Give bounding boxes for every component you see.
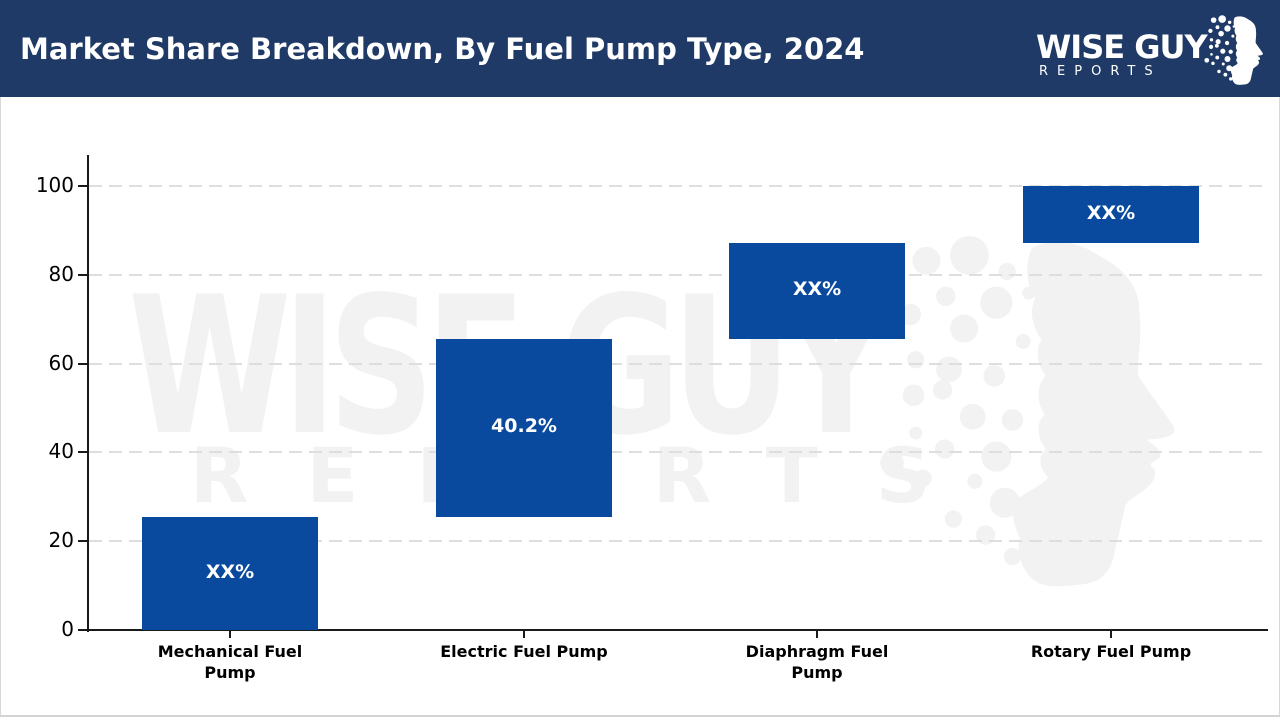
bar-value-label: XX% [205, 560, 255, 583]
bottom-divider [0, 715, 1280, 717]
page-border-left [0, 97, 1, 717]
bar-value-label: 40.2% [491, 414, 557, 437]
bar-segment [729, 243, 905, 339]
bar-value-label: XX% [1086, 201, 1136, 224]
y-axis-tick-label: 20 [48, 528, 74, 553]
logo-wordmark: WISE GUY [1036, 28, 1208, 66]
y-axis-tick [78, 185, 87, 187]
bar-segment [436, 338, 612, 518]
category-label: Electric Fuel Pump [440, 642, 608, 661]
gridline [89, 185, 1268, 187]
y-axis-tick-label: 80 [48, 261, 74, 286]
x-axis-tick [523, 631, 525, 638]
y-axis-tick [78, 629, 87, 631]
logo-subtitle: REPORTS [1039, 64, 1162, 79]
y-axis-tick [78, 273, 87, 276]
bar-segment [1023, 186, 1199, 244]
y-axis-tick [78, 540, 87, 543]
y-axis-tick [78, 362, 87, 365]
y-axis-tick-label: 60 [48, 350, 74, 375]
category-label: Diaphragm Fuel Pump [745, 642, 889, 682]
gridline [89, 451, 1268, 454]
category-label: Mechanical Fuel Pump [157, 642, 303, 682]
bar-value-label: XX% [792, 278, 842, 300]
gridline [89, 540, 1268, 543]
x-axis-line [85, 629, 1268, 631]
gridline [89, 273, 1268, 276]
x-axis-tick [229, 631, 231, 638]
brand-logo: WISE GUY REPORTS [1036, 6, 1266, 92]
category-label: Rotary Fuel Pump [1030, 642, 1192, 661]
header-bar: Market Share Breakdown, By Fuel Pump Typ… [0, 0, 1280, 97]
y-axis-tick-label: 0 [61, 617, 74, 641]
gridline [89, 362, 1268, 365]
page-title: Market Share Breakdown, By Fuel Pump Typ… [20, 31, 865, 66]
bar-segment [142, 517, 318, 630]
logo-head-icon [1204, 15, 1263, 85]
y-axis-tick-label: 40 [48, 439, 74, 464]
y-axis-tick [78, 451, 87, 454]
x-axis-tick [1110, 631, 1112, 638]
x-axis-tick [816, 631, 818, 638]
y-axis-line [87, 154, 89, 632]
y-axis-tick-label: 100 [35, 173, 74, 197]
